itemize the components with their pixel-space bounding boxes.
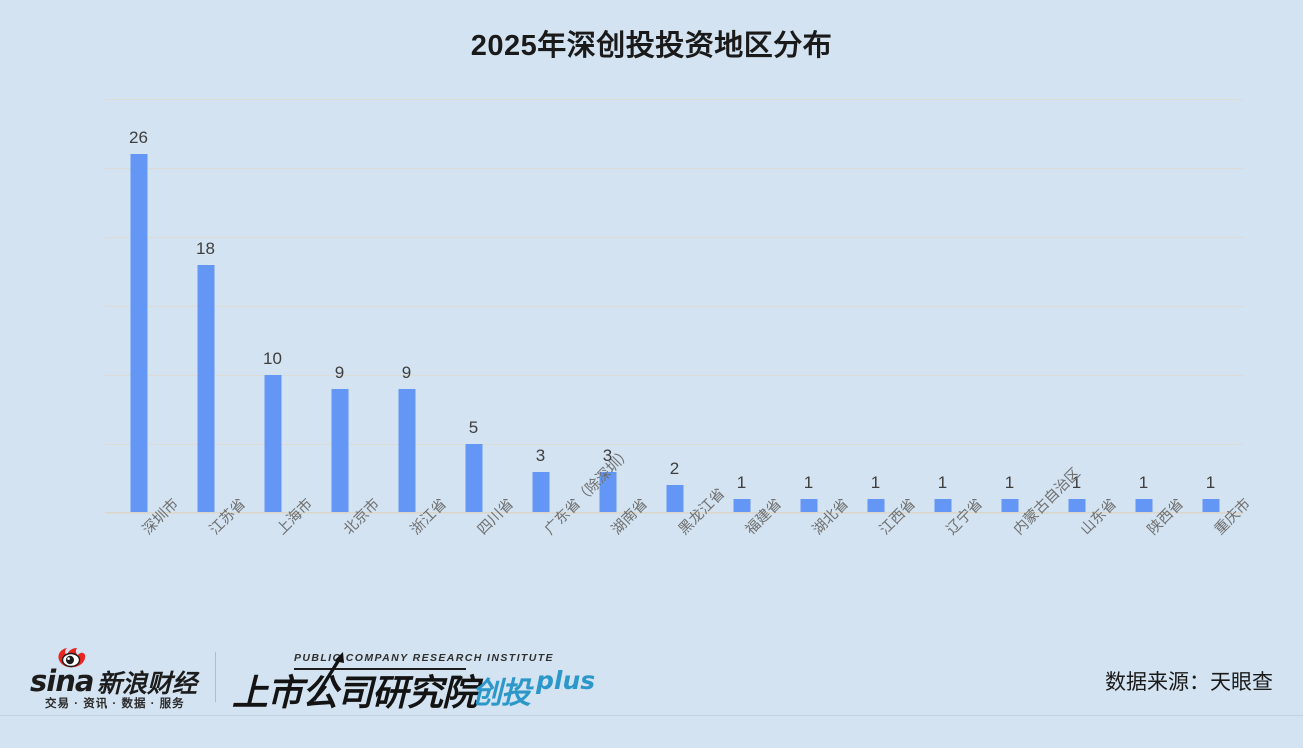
x-axis-label-slot: 四川省 — [440, 496, 516, 638]
bar-slot: 1 — [909, 99, 976, 513]
bar-slot: 1 — [842, 99, 909, 513]
gridline — [105, 513, 1244, 514]
bar-slot: 2 — [641, 99, 708, 513]
chart-x-axis-labels: 深圳市 江苏省 上海市 北京市 浙江省 四川省 广东省（除深圳） 湖南省 黑龙江省 福建省 湖北省江… — [105, 445, 1253, 638]
sina-wordmark: sina — [30, 664, 94, 698]
up-arrow-icon — [312, 652, 344, 701]
gridline — [105, 237, 1244, 238]
bar-value-label: 1 — [736, 473, 747, 493]
bar-value-label: 1 — [1004, 473, 1015, 493]
x-axis-label-slot: 北京市 — [306, 496, 382, 638]
chart-bar[interactable] — [1068, 499, 1085, 513]
x-axis-label-slot: 重庆市 — [1177, 496, 1253, 638]
x-axis-label-slot: 深圳市 — [105, 496, 181, 638]
x-axis-label-slot: 陕西省 — [1110, 496, 1186, 638]
bar-slot: 3 — [507, 99, 574, 513]
sina-tagline: 交易 · 资讯 · 数据 · 服务 — [45, 698, 185, 710]
chart-bar[interactable] — [264, 375, 281, 513]
ctplus-chinese: 创投 — [472, 676, 531, 711]
x-axis-label-slot: 浙江省 — [373, 496, 449, 638]
chart-bar[interactable] — [599, 471, 616, 513]
footer-divider — [0, 715, 1303, 716]
chart-bar[interactable] — [867, 499, 884, 513]
bar-value-label: 2 — [669, 459, 680, 479]
chart-bar[interactable] — [398, 388, 415, 513]
chart-bar[interactable] — [532, 471, 549, 513]
chart-bar[interactable] — [197, 264, 214, 513]
x-axis-label-slot: 内蒙古自治区 — [976, 465, 1083, 638]
bar-value-label: 1 — [1205, 473, 1216, 493]
chart-x-axis-line — [105, 512, 1244, 513]
bar-value-label: 9 — [334, 362, 345, 382]
chart-bar[interactable] — [934, 499, 951, 513]
bar-value-label: 1 — [1138, 473, 1149, 493]
bar-slot: 1 — [775, 99, 842, 513]
gridline — [105, 168, 1244, 169]
bar-value-label: 3 — [535, 445, 546, 465]
data-source-note: 数据来源：天眼查 — [1105, 671, 1273, 694]
x-axis-label-slot: 湖南省 — [574, 496, 650, 638]
public-company-research-institute-logo: PUBLIC COMPANY RESEARCH INSTITUTE 上市公司研究… — [232, 646, 553, 714]
x-axis-label-slot: 广东省（除深圳） — [507, 445, 634, 638]
chart-bar[interactable] — [733, 499, 750, 513]
sina-eye-icon — [58, 648, 86, 668]
page-title: 2025年深创投投资地区分布 — [470, 30, 833, 62]
chart-bar[interactable] — [1135, 499, 1152, 513]
pcri-english-name: PUBLIC COMPANY RESEARCH INSTITUTE — [294, 652, 554, 664]
chart-bar[interactable] — [666, 485, 683, 513]
bar-value-label: 5 — [468, 418, 479, 437]
bar-slot: 1 — [1043, 99, 1110, 513]
bar-slot: 1 — [708, 99, 775, 513]
bar-slot: 10 — [239, 99, 306, 513]
bar-slot: 9 — [306, 99, 373, 513]
gridline — [105, 444, 1244, 445]
sina-finance-logo: sina 新浪财经 交易 · 资讯 · 数据 · 服务 — [30, 648, 205, 710]
chart-plot-area: 26 18 10 9 9 5 3 3 2 1 1 1 1 1 1 1 1 — [105, 99, 1244, 514]
bar-slot: 5 — [440, 99, 507, 513]
bar-slot: 1 — [1110, 99, 1177, 513]
bar-value-label: 3 — [602, 445, 613, 465]
x-axis-label-slot: 福建省 — [708, 496, 784, 638]
chuangtou-plus-logo: 创投 plus — [472, 666, 602, 711]
ctplus-english: plus — [536, 666, 596, 695]
bar-value-label: 1 — [1071, 473, 1082, 493]
x-axis-label-slot: 上海市 — [239, 496, 315, 638]
x-axis-label-slot: 辽宁省 — [909, 496, 985, 638]
pcri-chinese-name: 上市公司研究院 — [232, 673, 478, 714]
chart-bar[interactable] — [800, 499, 817, 513]
x-axis-label-slot: 江苏省 — [172, 496, 248, 638]
bar-value-label: 26 — [129, 128, 148, 148]
bar-slot: 3 — [574, 99, 641, 513]
bar-slot: 18 — [172, 99, 239, 513]
gridline — [105, 99, 1244, 100]
pcri-underline — [294, 668, 466, 670]
bar-slot: 1 — [1177, 99, 1244, 513]
x-axis-label-slot: 山东省 — [1043, 496, 1119, 638]
bar-slot: 26 — [105, 99, 172, 513]
gridline — [105, 306, 1244, 307]
gridline — [105, 375, 1244, 376]
bar-value-label: 1 — [870, 473, 881, 493]
footer-logo-separator — [215, 652, 216, 702]
bar-slot: 1 — [976, 99, 1043, 513]
x-axis-label-slot: 黑龙江省 — [641, 486, 727, 638]
sina-chinese-name: 新浪财经 — [97, 669, 198, 698]
bar-value-label: 10 — [263, 349, 282, 368]
footer: sina 新浪财经 交易 · 资讯 · 数据 · 服务 PUBLIC COMPA… — [0, 640, 1303, 748]
bar-value-label: 1 — [937, 473, 948, 493]
bar-value-label: 9 — [401, 362, 412, 382]
bar-value-label: 18 — [196, 238, 215, 258]
chart-bar[interactable] — [465, 444, 482, 513]
x-axis-label-slot: 湖北省 — [775, 496, 851, 638]
chart-bar[interactable] — [331, 388, 348, 513]
bar-slot: 9 — [373, 99, 440, 513]
bar-value-label: 1 — [803, 473, 814, 493]
chart-bar[interactable] — [1001, 499, 1018, 513]
chart-bar[interactable] — [130, 154, 147, 513]
x-axis-label-slot: 江西省 — [842, 496, 918, 638]
chart-bar[interactable] — [1202, 499, 1219, 513]
